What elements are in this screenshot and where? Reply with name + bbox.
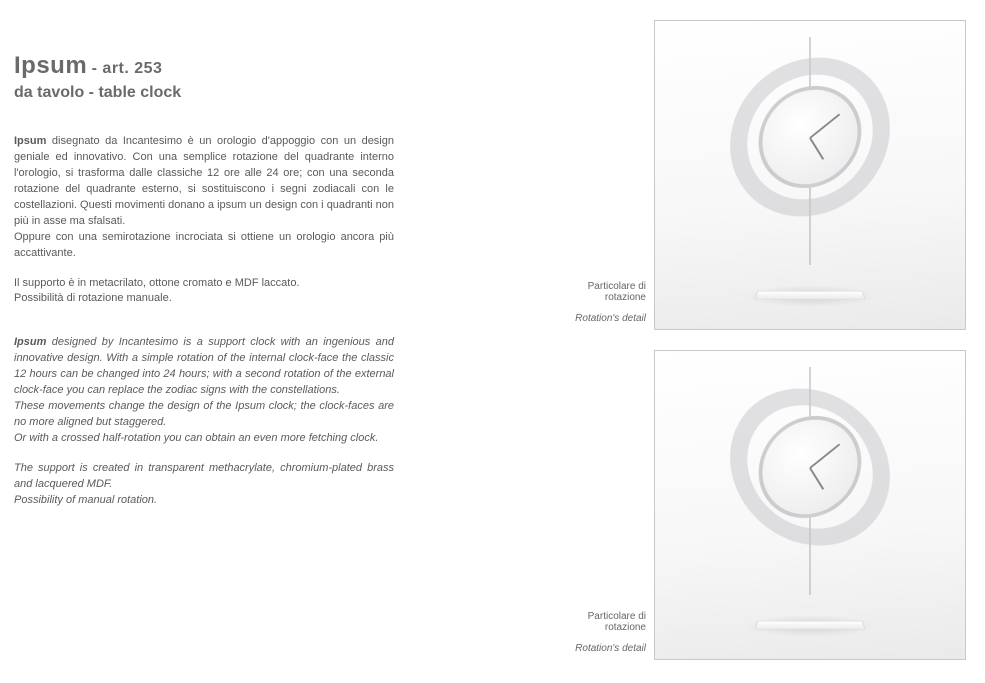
- title-main: Ipsum: [14, 52, 87, 79]
- text-column: Ipsum - art. 253 da tavolo - table clock…: [14, 52, 394, 509]
- title-suffix: - art. 253: [92, 60, 163, 77]
- italian-paragraph-1: Ipsum disegnato da Incantesimo è un orol…: [14, 134, 394, 230]
- product-image-1: [654, 20, 966, 330]
- italian-paragraph-3: Il supporto è in metacrilato, ottone cro…: [14, 276, 394, 292]
- figure-1: Particolare di rotazione Rotation's deta…: [560, 20, 966, 330]
- caption-it-2: Particolare di rotazione: [560, 611, 646, 633]
- english-lead-bold: Ipsum: [14, 336, 46, 348]
- product-title: Ipsum - art. 253: [14, 52, 394, 80]
- english-paragraph-5: Possibility of manual rotation.: [14, 493, 394, 509]
- clock-base: [755, 621, 866, 629]
- italian-p1-text: disegnato da Incantesimo è un orologio d…: [14, 135, 394, 227]
- product-image-2: [654, 350, 966, 660]
- english-p1-text: designed by Incantesimo is a support clo…: [14, 336, 394, 396]
- italian-paragraph-2: Oppure con una semirotazione incrociata …: [14, 230, 394, 262]
- caption-en-1: Rotation's detail: [560, 313, 646, 324]
- english-paragraph-2: These movements change the design of the…: [14, 399, 394, 431]
- english-paragraph-3: Or with a crossed half-rotation you can …: [14, 431, 394, 447]
- product-subtitle: da tavolo - table clock: [14, 84, 394, 102]
- italian-paragraph-4: Possibilità di rotazione manuale.: [14, 291, 394, 307]
- caption-en-2: Rotation's detail: [560, 643, 646, 654]
- english-paragraph-4: The support is created in transparent me…: [14, 461, 394, 493]
- english-paragraph-1: Ipsum designed by Incantesimo is a suppo…: [14, 335, 394, 399]
- caption-it-1: Particolare di rotazione: [560, 281, 646, 303]
- figure-2: Particolare di rotazione Rotation's deta…: [560, 350, 966, 660]
- figure-2-caption: Particolare di rotazione Rotation's deta…: [560, 611, 654, 660]
- clock-base: [755, 291, 866, 299]
- image-column: Particolare di rotazione Rotation's deta…: [560, 20, 966, 680]
- italian-lead-bold: Ipsum: [14, 135, 46, 147]
- figure-1-caption: Particolare di rotazione Rotation's deta…: [560, 281, 654, 330]
